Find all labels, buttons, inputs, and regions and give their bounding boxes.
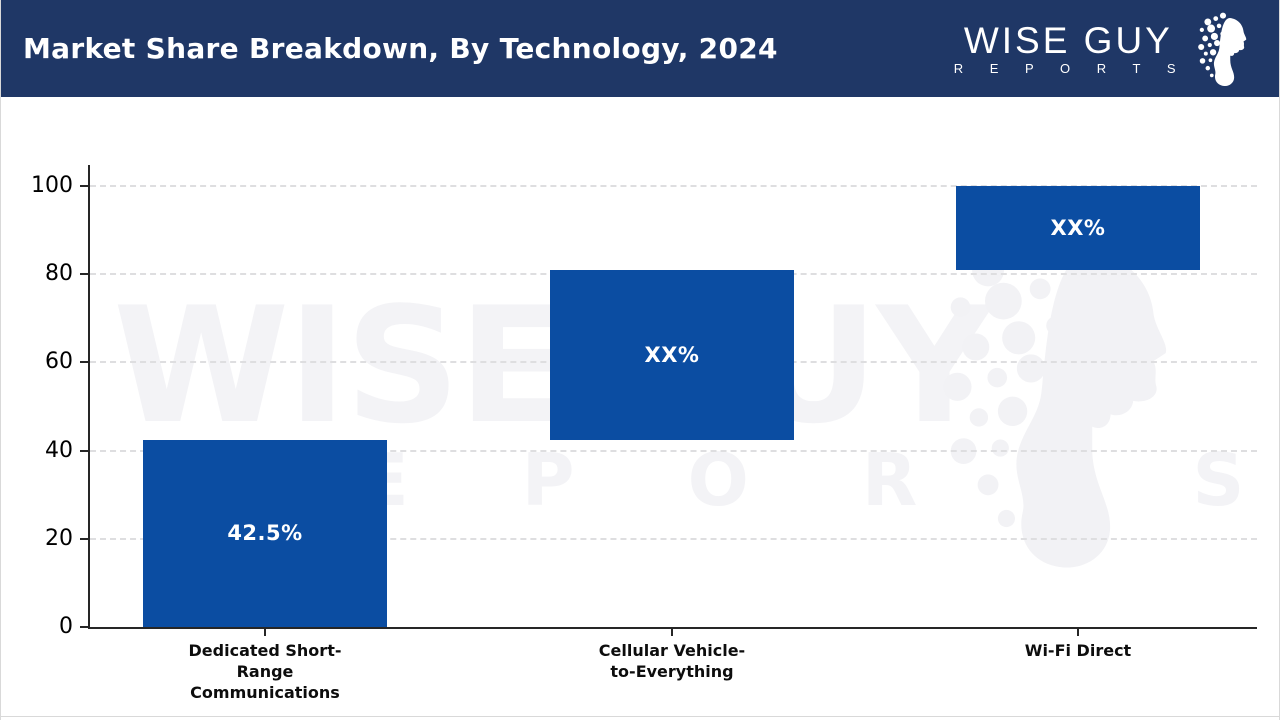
logo-wordmark: WISE GUY bbox=[963, 20, 1173, 61]
gridline bbox=[90, 185, 1257, 187]
header: Market Share Breakdown, By Technology, 2… bbox=[1, 0, 1279, 97]
wise-guy-logo: WISE GUY R E P O R T S bbox=[950, 12, 1257, 86]
gridline bbox=[90, 449, 1257, 452]
category-label: Cellular Vehicle- to-Everything bbox=[598, 641, 746, 682]
y-tick-label: 80 bbox=[45, 261, 73, 287]
bottom-border bbox=[1, 716, 1279, 717]
y-tick-mark bbox=[80, 185, 88, 187]
y-tick-label: 0 bbox=[59, 614, 73, 639]
y-axis bbox=[88, 165, 90, 629]
y-tick-label: 100 bbox=[31, 173, 73, 198]
y-tick-mark bbox=[80, 273, 88, 276]
bar: XX% bbox=[550, 269, 794, 440]
logo-reports-label: R E P O R T S bbox=[953, 61, 1187, 76]
x-tick-mark bbox=[671, 629, 673, 636]
bar-value-label: XX% bbox=[644, 342, 700, 367]
y-tick-label: 20 bbox=[45, 525, 73, 551]
y-tick-mark bbox=[80, 361, 88, 364]
y-tick-mark bbox=[80, 449, 88, 452]
x-tick-mark bbox=[264, 629, 266, 636]
category-label: Wi-Fi Direct bbox=[1024, 641, 1132, 660]
category-label: Dedicated Short- Range Communications bbox=[188, 641, 342, 703]
x-tick-mark bbox=[1077, 629, 1079, 636]
y-tick-mark bbox=[80, 626, 88, 628]
bar-value-label: 42.5% bbox=[227, 521, 303, 546]
bar-value-label: XX% bbox=[1050, 215, 1106, 240]
x-axis bbox=[88, 627, 1257, 629]
page-title: Market Share Breakdown, By Technology, 2… bbox=[23, 32, 778, 65]
bar: XX% bbox=[956, 186, 1200, 270]
bar: 42.5% bbox=[143, 439, 387, 627]
y-tick-label: 60 bbox=[45, 349, 73, 375]
y-tick-label: 40 bbox=[45, 437, 73, 463]
y-tick-mark bbox=[80, 537, 88, 540]
gridline bbox=[90, 537, 1257, 540]
